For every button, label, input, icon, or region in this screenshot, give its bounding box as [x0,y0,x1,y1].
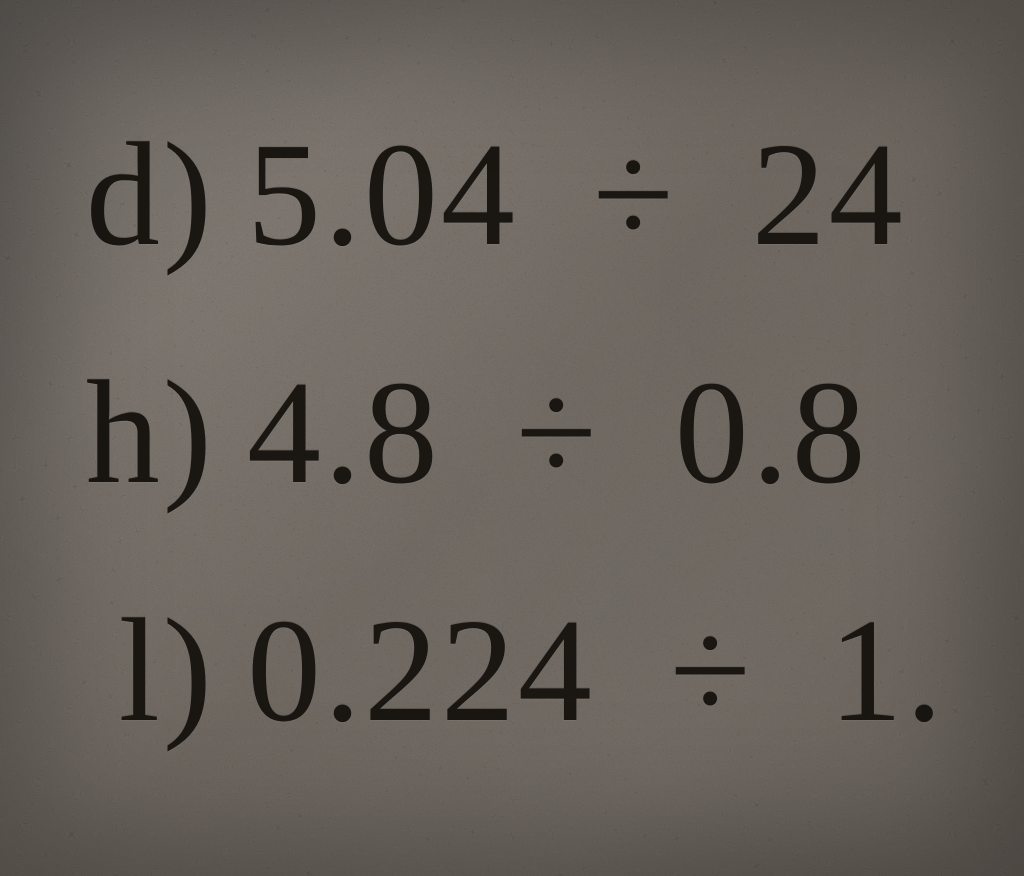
problem-row-l: l) 0.224 1. [60,586,1024,756]
problem-list: d) 5.04 24 h) 4.8 0.8 l) 0.224 1. [0,0,1024,876]
problem-expression: 0.224 1. [247,586,946,756]
dividend: 4.8 [247,351,441,515]
division-sign-icon [513,348,602,518]
dividend: 0.224 [247,589,595,753]
divisor: 24 [752,113,906,277]
problem-label: l) [60,586,215,756]
problem-expression: 5.04 24 [247,110,906,280]
problem-label: h) [60,348,215,518]
division-sign-icon [667,586,756,756]
problem-label: d) [60,110,215,280]
division-sign-icon [590,110,679,280]
divisor: 0.8 [675,351,869,515]
problem-expression: 4.8 0.8 [247,348,869,518]
problem-row-h: h) 4.8 0.8 [60,348,1024,518]
dividend: 5.04 [247,113,518,277]
divisor: 1. [829,589,946,753]
problem-row-d: d) 5.04 24 [60,110,1024,280]
